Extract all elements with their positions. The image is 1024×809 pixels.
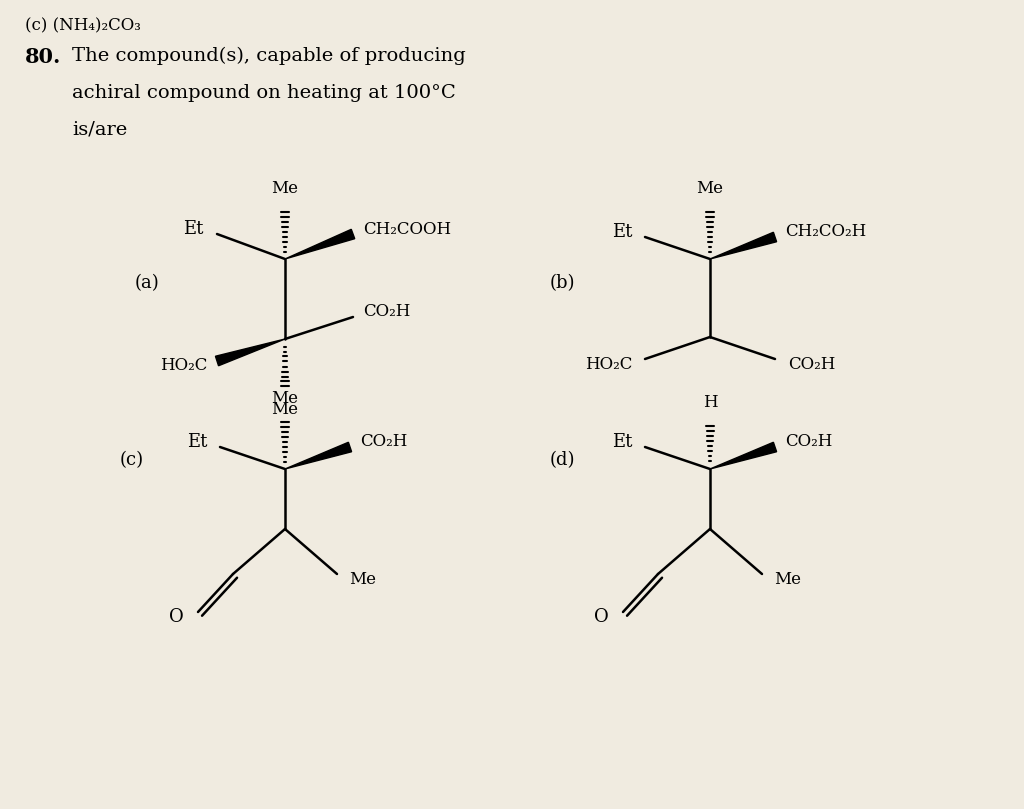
Text: CO₂H: CO₂H bbox=[362, 303, 411, 320]
Text: Me: Me bbox=[271, 180, 299, 197]
Text: Et: Et bbox=[186, 433, 207, 451]
Text: Et: Et bbox=[611, 223, 632, 241]
Text: O: O bbox=[169, 608, 184, 626]
Text: CO₂H: CO₂H bbox=[785, 434, 833, 451]
Text: achiral compound on heating at 100°C: achiral compound on heating at 100°C bbox=[72, 84, 456, 102]
Text: (c): (c) bbox=[120, 451, 144, 469]
Text: HO₂C: HO₂C bbox=[585, 355, 632, 372]
Text: (b): (b) bbox=[550, 274, 575, 292]
Text: Me: Me bbox=[271, 401, 299, 418]
Text: HO₂C: HO₂C bbox=[160, 358, 207, 375]
Text: CO₂H: CO₂H bbox=[788, 355, 836, 372]
Text: (c) (NH₄)₂CO₃: (c) (NH₄)₂CO₃ bbox=[25, 17, 141, 34]
Text: CH₂CO₂H: CH₂CO₂H bbox=[785, 223, 866, 240]
Text: Et: Et bbox=[182, 220, 203, 238]
Polygon shape bbox=[710, 443, 776, 469]
Polygon shape bbox=[710, 232, 776, 259]
Text: 80.: 80. bbox=[25, 47, 61, 67]
Polygon shape bbox=[285, 229, 354, 259]
Text: Me: Me bbox=[774, 570, 801, 587]
Text: Me: Me bbox=[696, 180, 724, 197]
Text: Et: Et bbox=[611, 433, 632, 451]
Text: (d): (d) bbox=[550, 451, 575, 469]
Text: (a): (a) bbox=[135, 274, 160, 292]
Polygon shape bbox=[215, 339, 285, 366]
Text: Me: Me bbox=[271, 390, 299, 407]
Text: H: H bbox=[702, 394, 718, 411]
Text: The compound(s), capable of producing: The compound(s), capable of producing bbox=[72, 47, 466, 66]
Text: CH₂COOH: CH₂COOH bbox=[362, 221, 452, 238]
Text: CO₂H: CO₂H bbox=[360, 434, 408, 451]
Text: O: O bbox=[594, 608, 609, 626]
Text: Me: Me bbox=[349, 570, 376, 587]
Polygon shape bbox=[285, 443, 351, 469]
Text: is/are: is/are bbox=[72, 121, 127, 139]
